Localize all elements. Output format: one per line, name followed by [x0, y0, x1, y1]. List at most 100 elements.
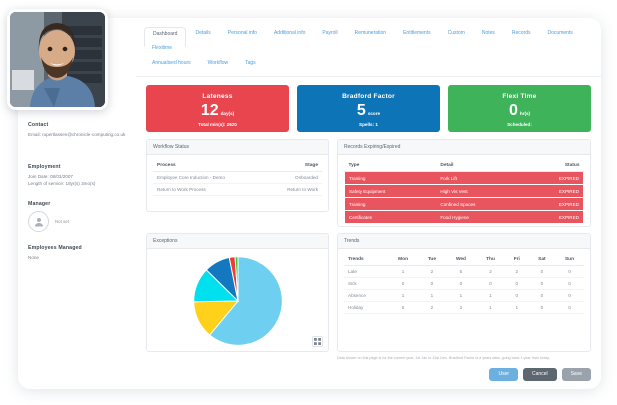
table-cell: 0 — [476, 277, 505, 290]
kpi-unit: score — [367, 110, 381, 116]
page-note: Data shown on this page is for the curre… — [337, 356, 550, 360]
table-cell: Return to Work Process — [153, 183, 265, 196]
tab-personal-info[interactable]: Personal info — [227, 30, 257, 36]
table-cell: 1 — [445, 289, 477, 302]
table-cell: High Vis Vest — [436, 184, 525, 198]
table-header-row: Type Detail Status — [344, 160, 584, 172]
manager-section: Manager Not set — [28, 201, 132, 232]
column-header: Fri — [504, 254, 529, 266]
table-cell: 0 — [528, 289, 555, 302]
records-expiring-title: Records Expiring/Expired — [338, 140, 590, 155]
column-header: Detail — [436, 160, 525, 172]
kpi-card-flexi-time: Flexi Time 0 hr(s) Scheduled: — [448, 85, 591, 132]
table-cell: 2 — [476, 265, 505, 278]
table-row: Late 1 2 5 2 2 0 0 — [344, 265, 584, 278]
panels-row-bottom: Exceptions Trends Trends — [136, 227, 601, 352]
table-cell: 0 — [445, 277, 477, 290]
kpi-row: Lateness 12 day(s) Total min(s): 2620 Bradfo… — [136, 77, 601, 132]
table-header-row: Trends Mon Tue Wed Thu Fri Sat Sun — [344, 254, 584, 266]
tab-dashboard[interactable]: Dashboard — [144, 27, 187, 47]
table-row: Training Confined Spaces EXPIRED — [344, 197, 584, 211]
table-cell: 5 — [445, 265, 477, 278]
avatar[interactable] — [7, 9, 108, 110]
pie-slice[interactable] — [208, 256, 283, 346]
pie-chart-svg — [192, 256, 283, 346]
footer-actions: User Cancel Save — [489, 368, 591, 381]
expand-icon[interactable] — [312, 336, 323, 347]
tab-remuneration[interactable]: Remuneration — [354, 30, 387, 36]
kpi-value: 5 — [356, 101, 366, 119]
employment-length-of-service: Length of service: 18yr(s) 3mo(s) — [28, 180, 96, 186]
tab-documents[interactable]: Documents — [547, 30, 573, 36]
table-cell: 0 — [528, 277, 555, 290]
kpi-title: Bradford Factor — [342, 92, 395, 100]
table-row: Holiday 5 2 2 1 1 0 0 — [344, 301, 584, 314]
tab-notes[interactable]: Notes — [481, 30, 495, 36]
employment-section: Employment Join Date: 08/03/2007 Length … — [28, 164, 132, 188]
employment-join-date: Join Date: 08/03/2007 — [28, 174, 73, 179]
cancel-button[interactable]: Cancel — [523, 368, 557, 381]
column-header: Trends — [344, 254, 388, 266]
tab-flexitime[interactable]: Flexitime — [152, 45, 173, 51]
manager-avatar-placeholder — [28, 211, 49, 232]
records-expiring-table: Type Detail Status Training Fork Lift EXPIRE… — [344, 160, 584, 224]
table-cell: 1 — [387, 289, 419, 302]
kpi-unit: hr(s) — [519, 110, 531, 116]
table-cell: Confined Spaces — [436, 197, 525, 211]
table-cell: Holiday — [344, 301, 388, 314]
kpi-title: Flexi Time — [502, 92, 537, 100]
tab-details[interactable]: Details — [195, 30, 211, 36]
table-cell: Employee Core Induction - Demo — [153, 171, 265, 184]
table-cell: 2 — [418, 301, 446, 314]
contact-email: Email: rupertlassen@chronicle-computing.… — [28, 132, 126, 137]
kpi-subtext: Scheduled: — [507, 121, 532, 127]
workflow-status-title: Workflow Status — [147, 140, 328, 155]
tab-tags[interactable]: Tags — [245, 60, 256, 66]
table-row: Return to Work Process Return to Work — [153, 183, 322, 196]
table-row: Safety Equipment High Vis Vest EXPIRED — [344, 184, 584, 198]
contact-heading: Contact — [28, 122, 49, 128]
table-cell: 1 — [504, 301, 529, 314]
column-header: Mon — [387, 254, 419, 266]
user-button[interactable]: User — [489, 368, 519, 381]
tab-row-primary: Dashboard Details Personal info Additional … — [144, 27, 593, 57]
tab-entitlements[interactable]: Entitlements — [403, 30, 431, 36]
user-icon — [34, 217, 43, 226]
trends-table: Trends Mon Tue Wed Thu Fri Sat Sun Late 1 2 5 2 2 0 0 S… — [344, 254, 584, 314]
manager-value: Not set — [55, 219, 69, 224]
employees-managed-section: Employees Managed None — [28, 245, 132, 262]
panels-row-top: Workflow Status Process Stage Employee Co… — [136, 132, 601, 227]
tab-additional-info[interactable]: Additional info — [273, 30, 306, 36]
table-cell: Training — [344, 197, 437, 211]
table-cell: Safety Equipment — [344, 184, 437, 198]
kpi-title: Lateness — [202, 92, 233, 100]
employee-sidebar: Contact Email: rupertlassen@chronicle-co… — [7, 9, 136, 389]
kpi-card-lateness: Lateness 12 day(s) Total min(s): 2620 — [146, 85, 289, 132]
table-cell: 0 — [554, 301, 584, 314]
exceptions-pie-chart — [147, 251, 328, 351]
table-cell: 5 — [387, 301, 419, 314]
kpi-subtext: Total min(s): 2620 — [198, 121, 237, 127]
kpi-value: 12 — [200, 101, 219, 119]
table-cell: Food Hygiene — [436, 210, 525, 224]
tab-payroll[interactable]: Payroll — [322, 30, 338, 36]
pie-slice[interactable] — [234, 256, 239, 302]
table-cell: 1 — [476, 289, 505, 302]
tab-records[interactable]: Records — [511, 30, 531, 36]
column-header: Tue — [418, 254, 446, 266]
contact-section: Contact Email: rupertlassen@chronicle-co… — [28, 122, 132, 139]
table-cell: 0 — [528, 301, 555, 314]
expand-glyph-icon — [314, 338, 321, 345]
workflow-status-panel: Workflow Status Process Stage Employee Co… — [146, 139, 329, 212]
records-expiring-panel: Records Expiring/Expired Type Detail Statu… — [337, 139, 591, 227]
table-cell: 0 — [504, 289, 529, 302]
dashboard-main: Dashboard Details Personal info Additional … — [136, 18, 601, 389]
tab-workflow[interactable]: Workflow — [207, 60, 229, 66]
tab-custom[interactable]: Custom — [447, 30, 465, 36]
save-button[interactable]: Save — [561, 368, 591, 381]
table-cell: EXPIRED — [524, 210, 584, 224]
tab-annualised-hours[interactable]: Annualised hours — [152, 60, 191, 66]
table-cell: 0 — [554, 265, 584, 278]
table-header-row: Process Stage — [153, 160, 322, 172]
tab-row-secondary: Annualised hours Workflow Tags — [144, 57, 593, 72]
